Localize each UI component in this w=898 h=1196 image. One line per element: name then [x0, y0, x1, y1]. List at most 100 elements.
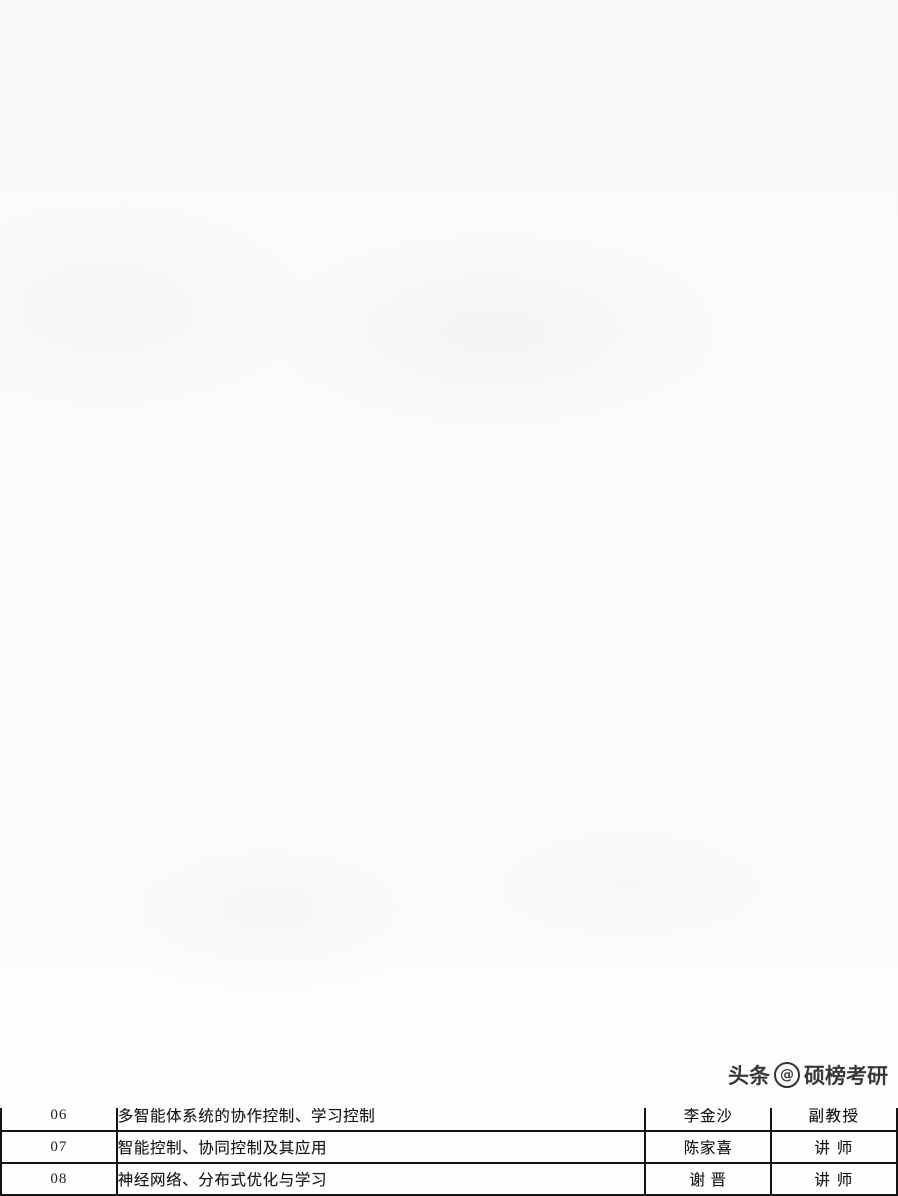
retest-subjects-value: 9071 概率论与数理统计、常微分方程与数值分析2选1 [115, 876, 898, 909]
column-header-research-name: 导师研究方向名称 [115, 907, 647, 940]
table-row: 13 生物信息处理与数据分析、机器学习与模式识别 张胜利 副教授 [0, 554, 898, 588]
table-row: 08 高级密码算法设计与分析、大数据安全和密码货币 刘振华教 授 [0, 394, 898, 428]
direction-code-cell: 14 [0, 586, 118, 620]
research-direction-cell: 最优化方法、机器学习及大数据应用建模 [115, 298, 647, 332]
research-direction-cell: 最优化理论与方法、智能算法及其应用 [115, 170, 647, 204]
direction-code-cell: 10 [0, 458, 118, 492]
research-direction-cell: 最优化方法的理论与算法、张量相关问题的理论与应用 [115, 650, 647, 684]
table-row: 02 智能协同、自适应时间驱动控制及其在信息物理系统中的应用李 娟教 授 [0, 970, 898, 1004]
advisor-name-cell: 李 宏 [644, 586, 773, 620]
advisor-rank-cell: 教 授 [770, 458, 898, 492]
research-direction-cell: 偏微分方程理论及其在生物数学中的应用 [115, 618, 647, 652]
retest-subjects-label: 复试科目 [0, 876, 118, 909]
advisor-rank-cell: 副教授 [770, 618, 898, 652]
column-header-rank: 职 称 [770, 907, 898, 940]
research-direction-cell: 生物数学、传染病动力学、应用动力系统 [115, 522, 647, 556]
table-row: 11 区块链及物联网中的信息安全、大数据安全、密码学 李雪莲 副教授 [0, 490, 898, 524]
advisor-rank-cell: 教 授 [770, 330, 898, 364]
retest-subjects-row: 复试科目 9071 概率论与数理统计、常微分方程与数值分析2选1 [0, 876, 898, 909]
advisor-name-cell: 张 欣 [644, 1066, 773, 1100]
advisor-rank-cell: 副教授 [770, 490, 898, 524]
advisor-name-cell: 李俊民 [644, 938, 773, 972]
advisor-name-cell: 谢 晋 [644, 1162, 773, 1196]
direction-code-cell: 11 [0, 490, 118, 524]
table-row: 07 智能控制、协同控制及其应用 陈家喜讲 师 [0, 1130, 898, 1164]
section-spacer [0, 716, 898, 768]
advisor-rank-cell: 教 授 [770, 362, 898, 396]
research-direction-cell: 粒计算与机器学习 [115, 458, 647, 492]
research-direction-cell: 图论、网络分析与算法、编码理论(应用数学类)及其应用 [115, 1066, 647, 1100]
exam-subjects-cell: 科目一：101 思想政治理论 科目二：201 英语一 科目三：601 数学分析 科目四… [115, 812, 898, 878]
table-row: 06 网络优化与算法设计、系统建模与数据处理 齐小刚教 授 [0, 330, 898, 364]
exam-subject-subject1: 科目一：101 思想政治理论 [117, 822, 309, 840]
column-header-code: 方向代码 [0, 139, 118, 172]
advisor-rank-cell: 教 授 [770, 234, 898, 268]
advisor-name-cell: 周水生 [644, 298, 773, 332]
research-direction-cell: 区块链及物联网中的信息安全、大数据安全、密码学 [115, 490, 647, 524]
table-row: 01 最优化理论与方法、智能算法及其应用 刘三阳教 授 [0, 170, 898, 204]
direction-code-cell: 12 [0, 522, 118, 556]
table-row: 03 微分方程、动力系统及其在生物学中的应用 吴事良教 授 [0, 234, 898, 268]
column-header-code: 方向代码 [0, 907, 118, 940]
exam-subject-line: 科目一：101 思想政治理论 科目二：201 英语一 [118, 814, 896, 845]
section-title-bar: 学科方向：04 应用数学 [0, 0, 898, 44]
exam-subject-subject3: 科目三：601 数学分析 [117, 853, 277, 871]
direction-code-cell: 02 [0, 202, 118, 236]
section-title-bar: 学科方向：05 运筹学与控制论 [0, 768, 898, 812]
retest-subjects-value: 9071 概率论与数理统计、常微分方程与数值分析2选1 [115, 108, 898, 141]
table-row: 01 网络化系统分布式建模识别、协同学习、控制与优化 李俊民教 授 [0, 938, 898, 972]
advisor-name-cell: 高卫峰 [644, 426, 773, 460]
advisor-name-cell: 齐小刚 [644, 330, 773, 364]
exam-subject-subject2: 科目二：201 英语一 [507, 822, 650, 840]
table-row: 06 多智能体系统的协作控制、学习控制 李金沙 副教授 [0, 1098, 898, 1132]
direction-code-cell: 05 [0, 1066, 118, 1100]
direction-code-cell: 04 [0, 266, 118, 300]
advisor-name-cell: 吴事良 [644, 234, 773, 268]
advisor-rank-cell: 教 授 [770, 426, 898, 460]
exam-subject-subject4: 科目四：871 高等代数 [507, 85, 667, 103]
research-direction-cell: 高维数据分析、统计学习及其应用 [115, 202, 647, 236]
advisor-rank-cell: 教 授 [770, 394, 898, 428]
advisor-directions-table: 初试科目 科目一：101 思想政治理论 科目二：201 英语一 科目三：601 数学分… [0, 44, 898, 716]
advisor-name-cell: 李善兵 [644, 618, 773, 652]
advisor-name-cell: 李雪莲 [644, 490, 773, 524]
exam-subjects-label: 初试科目 [0, 812, 118, 878]
research-direction-cell: 网络化系统分布式建模识别、协同学习、控制与优化 [115, 938, 647, 972]
advisor-rank-cell: 副教授 [770, 650, 898, 684]
exam-subjects-label: 初试科目 [0, 44, 118, 110]
research-direction-cell: 生物信息处理与数据分析、机器学习与模式识别 [115, 554, 647, 588]
advisor-name-cell: 穆学文 [644, 1002, 773, 1036]
advisor-rank-cell: 副教授 [770, 1098, 898, 1132]
column-header-advisor: 导 师 [644, 139, 773, 172]
direction-code-cell: 03 [0, 234, 118, 268]
direction-code-cell: 08 [0, 1162, 118, 1196]
advisor-rank-cell: 教 授 [770, 266, 898, 300]
table-row: 04 混沌学理论及其在保密通信、微弱信号检测中的应用 李瑞红 副教授 [0, 1034, 898, 1068]
direction-code-cell: 01 [0, 938, 118, 972]
advisor-rank-cell: 副教授 [770, 586, 898, 620]
advisor-name-cell: 李小南 [644, 458, 773, 492]
table-row: 08 神经网络、分布式优化与学习谢 晋讲 师 [0, 1162, 898, 1196]
direction-code-cell: 01 [0, 170, 118, 204]
research-direction-cell: 网络与信息安全、人工智能与物联网安全、后量子密码 [115, 362, 647, 396]
table-row: 02 高维数据分析、统计学习及其应用 杨有龙教 授 [0, 202, 898, 236]
retest-subjects-row: 复试科目 9071 概率论与数理统计、常微分方程与数值分析2选1 [0, 108, 898, 141]
research-direction-cell: 人工智能、机器学习算法设计及其应用 [115, 426, 647, 460]
advisor-rank-cell: 副教授 [770, 554, 898, 588]
advisor-name-cell: 刘丽霞 [644, 650, 773, 684]
direction-code-cell: 16 [0, 650, 118, 684]
research-direction-cell: 网络拓扑控制与资源分配优化算法 [115, 682, 647, 716]
advisor-rank-cell: 副教授 [770, 522, 898, 556]
table-row: 09 人工智能、机器学习算法设计及其应用 高卫峰教 授 [0, 426, 898, 460]
retest-subjects-label: 复试科目 [0, 108, 118, 141]
research-direction-cell: 智能控制、协同控制及其应用 [115, 1130, 647, 1164]
advisor-name-cell: 张乐友 [644, 362, 773, 396]
table-row: 17 网络拓扑控制与资源分配优化算法 张朝辉 工程师 [0, 682, 898, 716]
column-header-rank: 职 称 [770, 139, 898, 172]
direction-code-cell: 06 [0, 1098, 118, 1132]
discipline-section: 学科方向：04 应用数学 初试科目 科目一：101 思想政治理论 科目二：201 英语… [0, 0, 898, 716]
advisor-name-cell: 李瑞红 [644, 1034, 773, 1068]
exam-subjects-row: 初试科目 科目一：101 思想政治理论 科目二：201 英语一科目三：601 数学分… [0, 812, 898, 878]
research-direction-cell: 最优化方法、半定规划及其应用 [115, 266, 647, 300]
